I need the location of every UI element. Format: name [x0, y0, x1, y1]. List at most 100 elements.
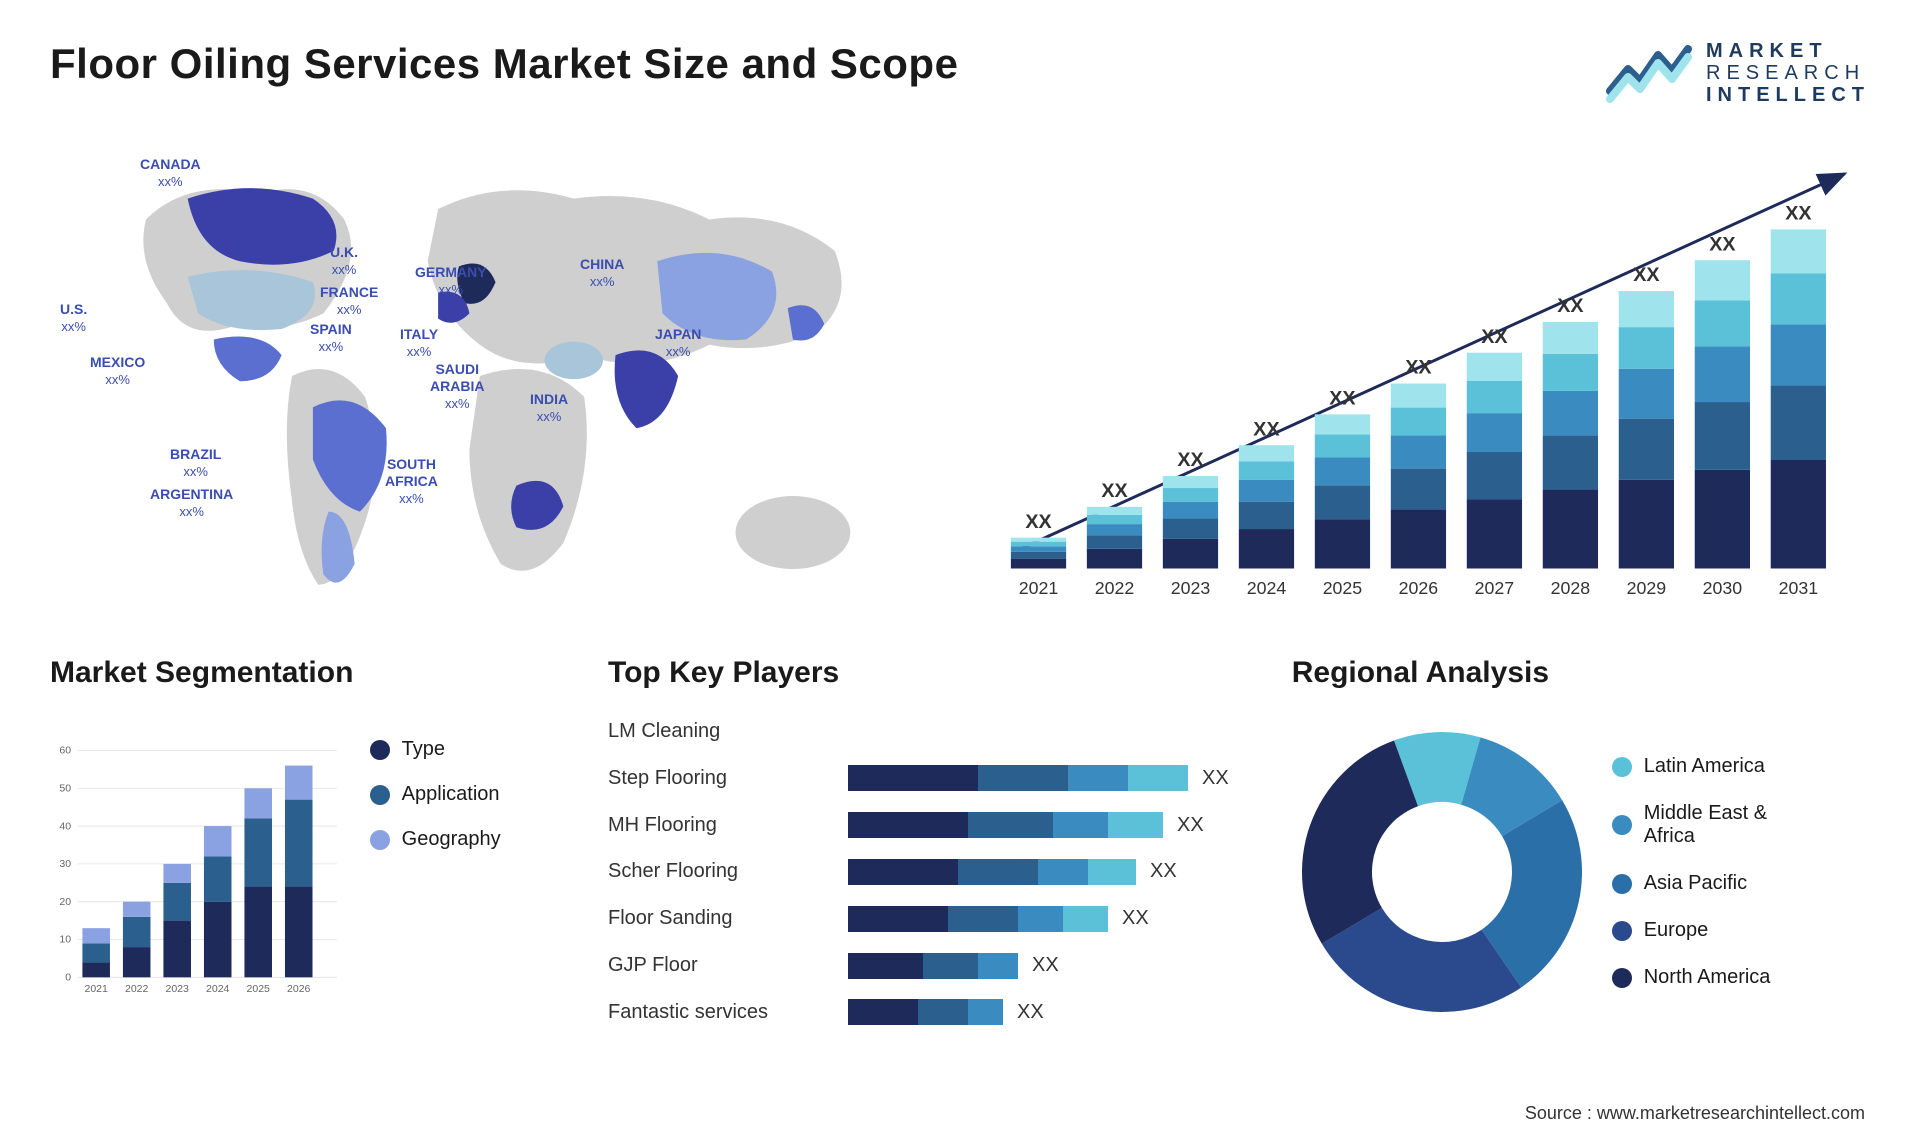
legend-item: Latin America	[1612, 755, 1870, 778]
svg-text:20: 20	[59, 896, 71, 908]
legend-swatch	[370, 785, 390, 805]
map-label: CANADAxx%	[140, 156, 201, 190]
player-bar-row: XX	[848, 859, 1262, 885]
world-map-panel: CANADAxx%U.S.xx%MEXICOxx%BRAZILxx%ARGENT…	[50, 136, 951, 616]
player-bar-segment	[1038, 859, 1088, 885]
legend-label: Type	[402, 738, 445, 761]
player-bar-segment	[968, 999, 1003, 1025]
player-bar	[848, 953, 1018, 979]
player-bar	[848, 859, 1136, 885]
legend-item: Europe	[1612, 919, 1870, 942]
map-label: FRANCExx%	[320, 284, 378, 318]
svg-text:XX: XX	[1558, 295, 1584, 317]
player-bar-segment	[1053, 812, 1108, 838]
player-bar-segment	[1018, 906, 1063, 932]
player-bar-segment	[848, 859, 958, 885]
player-bar-segment	[968, 812, 1053, 838]
player-value: XX	[1202, 767, 1229, 790]
svg-text:XX: XX	[1406, 357, 1432, 379]
regional-donut-wrap	[1292, 722, 1592, 1022]
world-map-icon	[50, 136, 951, 616]
svg-text:2027: 2027	[1475, 578, 1515, 598]
svg-text:XX: XX	[1254, 418, 1280, 440]
svg-text:10: 10	[59, 934, 71, 946]
svg-text:XX: XX	[1482, 326, 1508, 348]
legend-swatch	[1612, 874, 1632, 894]
legend-item: Type	[370, 738, 578, 761]
player-bar-row: XX	[848, 999, 1262, 1025]
svg-text:XX: XX	[1634, 264, 1660, 286]
svg-text:50: 50	[59, 783, 71, 795]
player-bar-segment	[848, 953, 923, 979]
svg-text:2030: 2030	[1703, 578, 1743, 598]
svg-text:2028: 2028	[1551, 578, 1591, 598]
player-bar-segment	[848, 812, 968, 838]
regional-legend: Latin America Middle East &Africa Asia Pac…	[1612, 755, 1870, 989]
legend-item: Geography	[370, 828, 578, 851]
player-bar	[848, 812, 1163, 838]
map-label: U.S.xx%	[60, 301, 87, 335]
map-label: MEXICOxx%	[90, 354, 145, 388]
legend-label: Middle East &Africa	[1644, 802, 1767, 848]
map-label: INDIAxx%	[530, 391, 568, 425]
svg-text:2026: 2026	[1399, 578, 1439, 598]
player-bar-segment	[848, 906, 948, 932]
svg-text:2023: 2023	[165, 983, 189, 995]
svg-text:2025: 2025	[247, 983, 271, 995]
svg-text:2023: 2023	[1171, 578, 1211, 598]
map-label: CHINAxx%	[580, 256, 624, 290]
player-value: XX	[1150, 860, 1177, 883]
legend-label: Application	[402, 783, 500, 806]
legend-label: Europe	[1644, 919, 1709, 942]
bottom-row: Market Segmentation 01020304050602021202…	[50, 656, 1870, 1036]
player-bar-row: XX	[848, 906, 1262, 932]
player-names-list: LM CleaningStep FlooringMH FlooringScher…	[608, 708, 828, 1036]
svg-text:2024: 2024	[1247, 578, 1287, 598]
svg-text:XX: XX	[1102, 480, 1128, 502]
legend-swatch	[370, 830, 390, 850]
player-value: XX	[1177, 814, 1204, 837]
player-name: Floor Sanding	[608, 907, 828, 930]
svg-text:2025: 2025	[1323, 578, 1363, 598]
growth-chart-panel: XX2021XX2022XX2023XX2024XX2025XX2026XX20…	[991, 136, 1870, 616]
regional-panel: Regional Analysis Latin America Middle Ea…	[1292, 656, 1870, 1036]
player-name: Step Flooring	[608, 767, 828, 790]
map-label: ITALYxx%	[400, 326, 438, 360]
page-title: Floor Oiling Services Market Size and Sc…	[50, 40, 958, 88]
legend-label: Geography	[402, 828, 501, 851]
svg-text:XX: XX	[1026, 511, 1052, 533]
player-bar-segment	[1088, 859, 1136, 885]
header-row: Floor Oiling Services Market Size and Sc…	[50, 40, 1870, 106]
legend-swatch	[1612, 921, 1632, 941]
player-value: XX	[1032, 954, 1059, 977]
player-bar-segment	[1108, 812, 1163, 838]
player-bar-segment	[948, 906, 1018, 932]
player-name: GJP Floor	[608, 954, 828, 977]
player-bar-segment	[1068, 765, 1128, 791]
player-name: Fantastic services	[608, 1001, 828, 1024]
svg-text:XX: XX	[1178, 449, 1204, 471]
legend-item: North America	[1612, 966, 1870, 989]
player-bar-segment	[918, 999, 968, 1025]
legend-swatch	[1612, 968, 1632, 988]
legend-label: North America	[1644, 966, 1771, 989]
legend-item: Application	[370, 783, 578, 806]
map-label: U.K.xx%	[330, 244, 358, 278]
players-panel: Top Key Players LM CleaningStep Flooring…	[608, 656, 1262, 1036]
player-bar-segment	[923, 953, 978, 979]
growth-bar-chart: XX2021XX2022XX2023XX2024XX2025XX2026XX20…	[1001, 146, 1860, 616]
svg-text:2029: 2029	[1627, 578, 1667, 598]
svg-text:2022: 2022	[1095, 578, 1135, 598]
map-label: BRAZILxx%	[170, 446, 221, 480]
player-bar-segment	[958, 859, 1038, 885]
svg-text:2022: 2022	[125, 983, 149, 995]
player-name: Scher Flooring	[608, 860, 828, 883]
map-label: SPAINxx%	[310, 321, 352, 355]
map-label: SAUDIARABIAxx%	[430, 361, 484, 411]
map-label: GERMANYxx%	[415, 264, 487, 298]
player-value: XX	[1122, 907, 1149, 930]
legend-label: Asia Pacific	[1644, 872, 1747, 895]
regional-title: Regional Analysis	[1292, 656, 1870, 690]
player-bar-segment	[978, 765, 1068, 791]
svg-text:40: 40	[59, 820, 71, 832]
